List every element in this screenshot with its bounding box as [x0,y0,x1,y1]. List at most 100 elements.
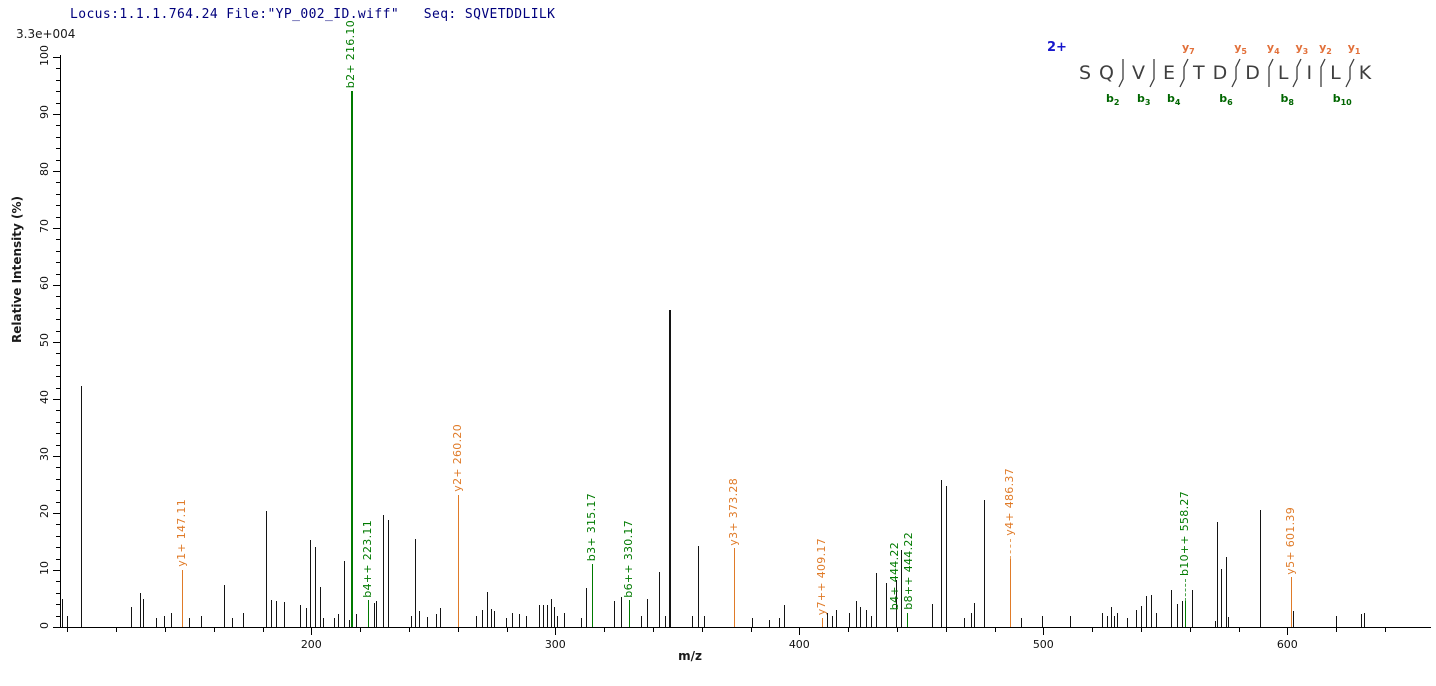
x-minor-tick [896,628,898,632]
y-minor-tick [56,524,60,526]
y-minor-tick [56,581,60,583]
peak [1110,607,1112,627]
x-major-tick [555,628,557,635]
peak [486,592,488,627]
x-minor-tick [408,628,410,632]
peak [418,611,420,627]
b-ion-marker-b6: b6 [1219,91,1233,107]
y-ion-marker-y3: y3 [1295,41,1309,57]
x-minor-tick [1092,628,1094,632]
peak [983,499,985,627]
peak [697,546,699,627]
peak [1126,618,1128,627]
residue-L-10: L [1330,62,1341,84]
x-tick-label: 200 [300,638,322,651]
peak-label-y2+: y2+ 260.20 [451,424,465,492]
b-ion-marker-b10: b10 [1332,91,1352,107]
peak [668,310,671,627]
peak [1216,521,1218,627]
peak [490,608,492,627]
peak [546,605,548,627]
peak-b2+ [350,91,353,627]
y-minor-tick [56,330,60,332]
spectrum-header: Locus:1.1.1.764.24 File:"YP_002_ID.wiff"… [70,7,556,22]
peak [1335,615,1337,627]
peak-y3+ [734,548,736,627]
intensity-scale-label: 3.3e+004 [16,27,76,41]
peak [1176,604,1178,627]
fragment-boundary: y7 b4 [1167,41,1195,107]
y-minor-tick [56,410,60,412]
peak [1113,615,1115,627]
x-minor-tick [506,628,508,632]
x-minor-tick [67,628,69,632]
peak [343,560,345,627]
peak [283,601,285,627]
peak [538,605,540,627]
residue-I-9: I [1306,62,1313,84]
peak [223,585,225,627]
y-minor-tick [56,535,60,537]
peak [80,385,82,627]
fragment-divider-icon [1345,58,1355,88]
residue-D-7: D [1245,62,1260,84]
peak [62,598,64,627]
y-tick-label: 80 [38,162,51,176]
y-major-tick [53,627,60,628]
peak-label-b4pp: b4++ 223.11 [360,519,374,598]
y-minor-tick [56,136,60,138]
y-major-tick [53,228,60,229]
b-ion-marker-b4: b4 [1167,91,1181,107]
x-major-tick [311,628,313,635]
y-minor-tick [56,604,60,606]
peak-label-b2+: b2+ 216.10 [343,20,357,89]
peak-y4+ [1010,558,1012,627]
y-tick-label: 10 [38,561,51,575]
x-minor-tick [701,628,703,632]
peak [1364,612,1366,627]
peak [1181,600,1183,627]
peak [563,612,565,627]
peak [188,618,190,627]
x-tick-label: 600 [1276,638,1298,651]
residue-T-5: T [1193,62,1205,84]
y-ion-marker-y2: y2 [1319,41,1332,57]
peak-b10pp [1185,600,1187,627]
y-tick-label: 30 [38,447,51,461]
peak [1191,589,1193,627]
peak [265,511,267,627]
residue-L-8: L [1277,62,1289,84]
peak [620,597,622,627]
residue-K-11: K [1358,62,1372,84]
peak [783,604,785,627]
y-minor-tick [56,547,60,549]
peak-label-b8pp: b8++ 444.22 [902,532,916,610]
y-minor-tick [56,364,60,366]
peak [139,592,141,627]
fragment-divider-icon [1292,58,1303,88]
peak [870,615,872,627]
fragment-divider-icon [1320,58,1326,87]
y-tick-label: 70 [38,219,51,233]
peak [481,609,483,627]
peak [387,519,389,627]
peak [1116,612,1118,627]
y-major-tick [53,513,60,514]
peak [435,614,437,627]
peak-y1+ [182,570,184,627]
y-tick-label: 50 [38,333,51,347]
fragment-divider-icon [1179,58,1189,88]
x-minor-tick [1140,628,1142,632]
fragment-divider-icon [1149,59,1155,88]
y-tick-label: 60 [38,276,51,290]
peak [130,607,132,627]
x-minor-tick [213,628,215,632]
b-ion-marker-b8: b8 [1280,91,1294,107]
peak-y2+ [458,494,460,627]
peak [940,479,942,627]
x-minor-tick [604,628,606,632]
peak [511,612,513,627]
label-leader-y4+ [1010,538,1012,559]
x-minor-tick [1336,628,1338,632]
peak [439,608,441,627]
